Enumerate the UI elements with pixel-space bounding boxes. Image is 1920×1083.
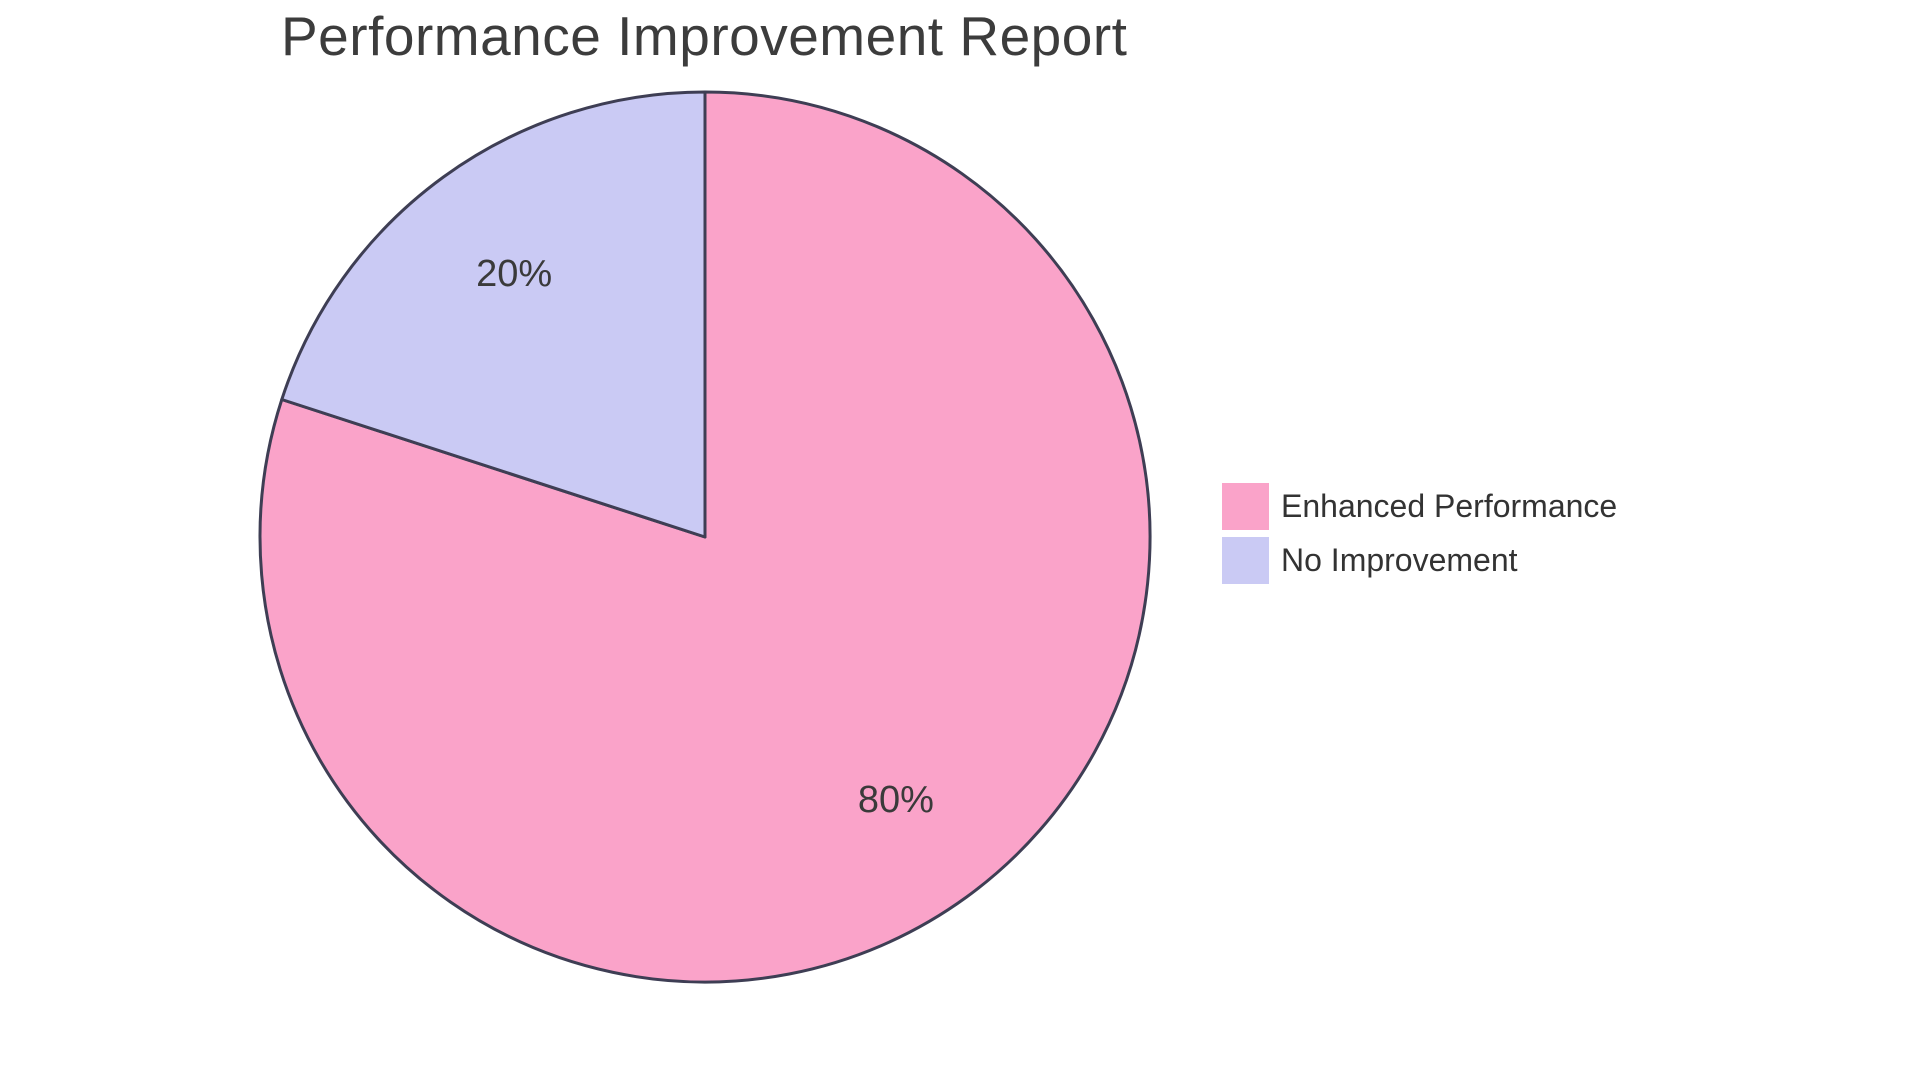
legend-swatch-enhanced-performance [1222, 483, 1269, 530]
legend-item-enhanced-performance[interactable]: Enhanced Performance [1222, 483, 1617, 530]
legend-label-enhanced-performance: Enhanced Performance [1281, 488, 1618, 524]
legend-swatch-no-improvement [1222, 537, 1269, 584]
legend: Enhanced Performance No Improvement [1222, 483, 1617, 584]
legend-item-no-improvement[interactable]: No Improvement [1222, 537, 1617, 584]
pie-slice-no-improvement[interactable] [280, 90, 707, 539]
pie-slices-group: 80% 20% [258, 90, 1152, 984]
legend-label-no-improvement: No Improvement [1281, 542, 1518, 578]
slice-percent-label-no-improvement: 20% [476, 253, 552, 295]
chart-title: Performance Improvement Report [281, 5, 1128, 67]
slice-percent-label-enhanced-performance: 80% [858, 779, 934, 821]
